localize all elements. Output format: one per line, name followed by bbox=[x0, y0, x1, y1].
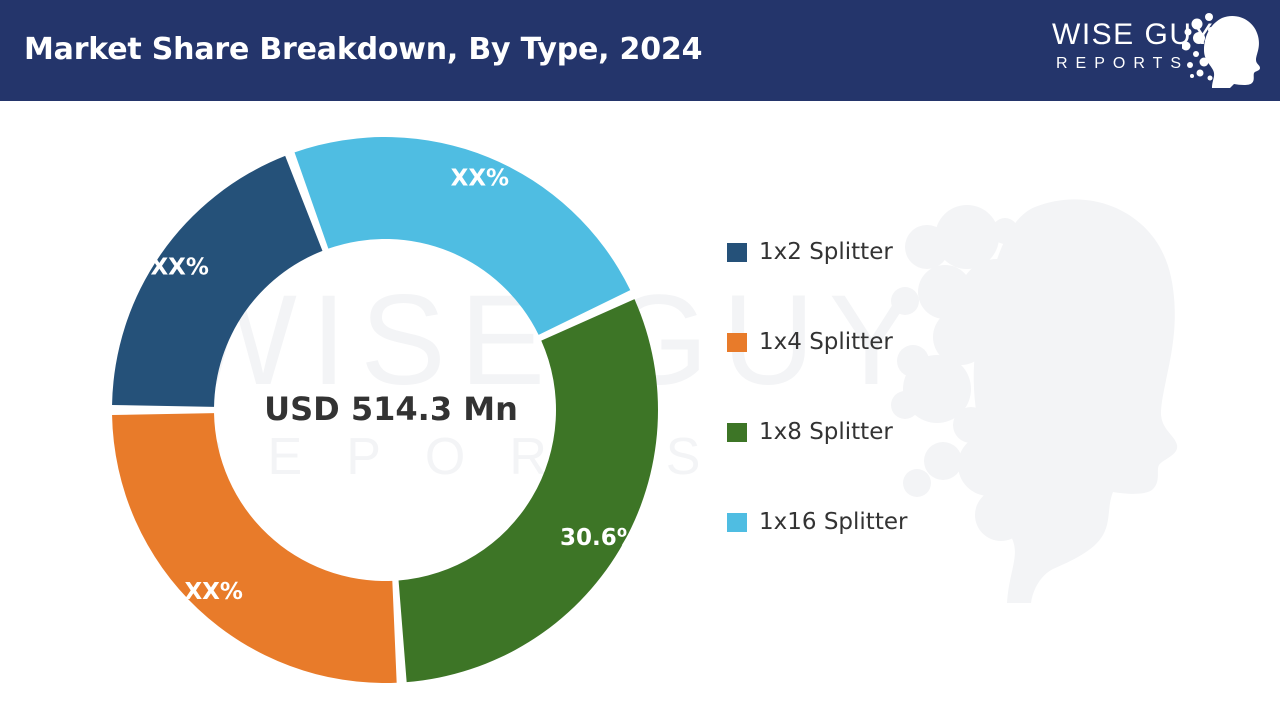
donut-chart: XX% 30.6% XX% XX% USD 514.3 Mn bbox=[110, 135, 660, 685]
legend-label-1x8-splitter: 1x8 Splitter bbox=[759, 418, 893, 445]
legend-label-1x2-splitter: 1x2 Splitter bbox=[759, 238, 893, 265]
legend-swatch-1x8-splitter bbox=[727, 422, 747, 442]
donut-slices bbox=[112, 137, 658, 683]
page-title: Market Share Breakdown, By Type, 2024 bbox=[24, 32, 703, 67]
legend-item-1x4-splitter[interactable]: 1x4 Splitter bbox=[727, 328, 907, 355]
slice-1x8-splitter[interactable] bbox=[398, 299, 658, 683]
legend-swatch-1x4-splitter bbox=[727, 332, 747, 352]
chart-body: WISE GUY REPORTS bbox=[0, 101, 1280, 720]
slice-label-1x4-splitter: XX% bbox=[184, 579, 243, 605]
watermark-head-icon bbox=[891, 199, 1178, 603]
legend-item-1x2-splitter[interactable]: 1x2 Splitter bbox=[727, 238, 907, 265]
slice-label-1x8-splitter: 30.6% bbox=[560, 525, 640, 551]
legend-item-1x8-splitter[interactable]: 1x8 Splitter bbox=[727, 418, 907, 445]
dotted-head-silhouette-icon bbox=[1182, 13, 1260, 88]
slice-1x2-splitter[interactable] bbox=[112, 155, 323, 407]
slice-1x16-splitter[interactable] bbox=[294, 137, 631, 335]
legend-label-1x4-splitter: 1x4 Splitter bbox=[759, 328, 893, 355]
legend-swatch-1x16-splitter bbox=[727, 512, 747, 532]
wiseguy-logo: WISE GUY REPORTS bbox=[1050, 8, 1272, 92]
slice-labels: XX% 30.6% XX% XX% bbox=[150, 166, 639, 605]
chart-legend: 1x2 Splitter 1x4 Splitter 1x8 Splitter 1… bbox=[727, 238, 908, 601]
legend-label-1x16-splitter: 1x16 Splitter bbox=[759, 508, 908, 535]
donut-chart-svg: XX% 30.6% XX% XX% bbox=[112, 137, 658, 683]
logo-text-secondary: REPORTS bbox=[1056, 55, 1190, 72]
legend-item-1x16-splitter[interactable]: 1x16 Splitter bbox=[727, 508, 908, 535]
legend-swatch-1x2-splitter bbox=[727, 242, 747, 262]
slice-1x4-splitter[interactable] bbox=[112, 413, 397, 683]
header-bar: Market Share Breakdown, By Type, 2024 WI… bbox=[0, 0, 1280, 101]
slice-label-1x16-splitter: XX% bbox=[451, 166, 510, 192]
slice-label-1x2-splitter: XX% bbox=[150, 254, 209, 280]
